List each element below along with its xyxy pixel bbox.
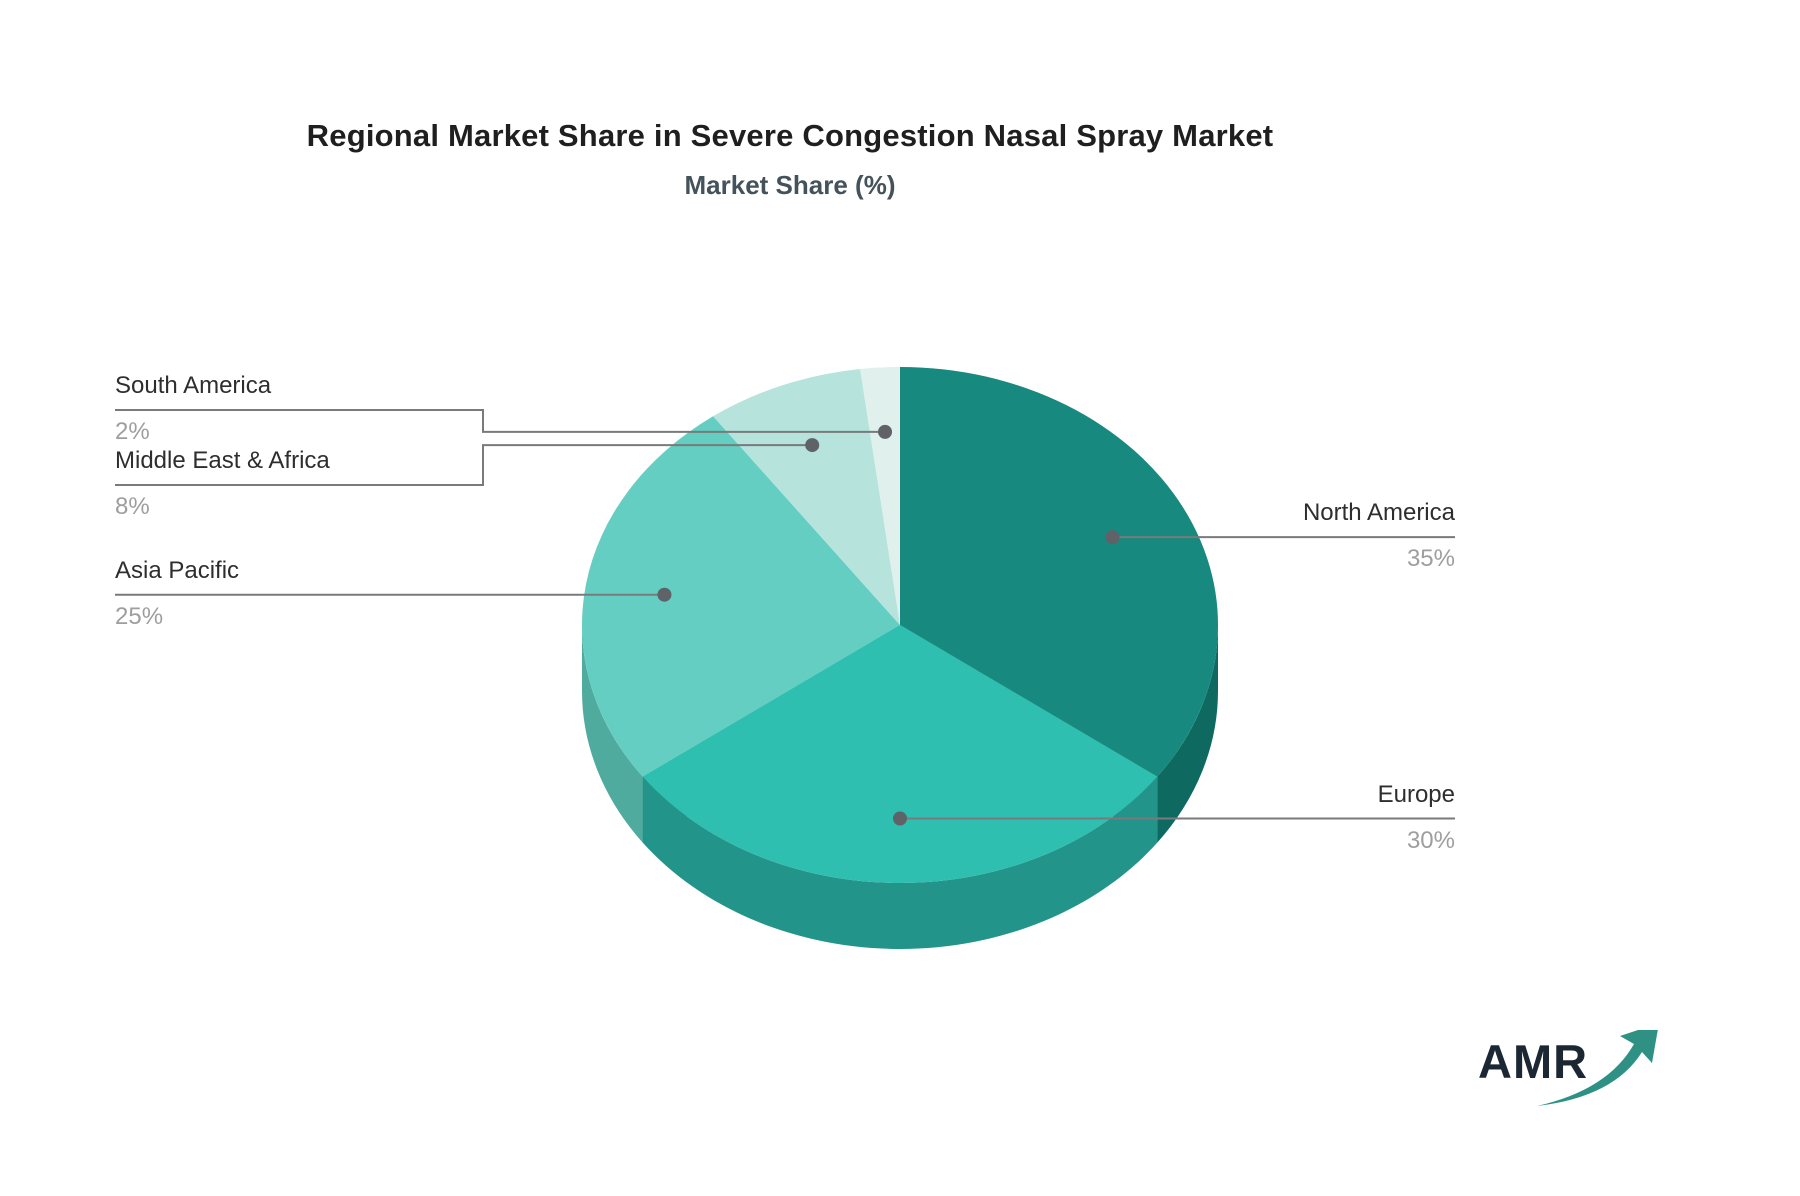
leader-dot-europe — [893, 811, 907, 826]
slice-value-europe: 30% — [1406, 826, 1455, 854]
leader-dot-middle-east-africa — [805, 438, 820, 453]
leader-dot-asia-pacific — [657, 587, 672, 602]
amr-logo-text: AMR — [1478, 1035, 1589, 1088]
slice-value-north-america: 35% — [1406, 545, 1455, 573]
slice-value-middle-east-africa: 8% — [115, 493, 150, 520]
chart-title: Regional Market Share in Severe Congesti… — [306, 118, 1274, 153]
slice-label-europe: Europe — [1377, 780, 1455, 808]
pie-slice-north-america[interactable] — [900, 367, 1219, 777]
pie-slice-asia-pacific-side — [582, 625, 643, 843]
slice-label-north-america: North America — [1302, 499, 1455, 527]
slice-label-south-america: South America — [115, 372, 272, 399]
pie-slice-europe-side — [642, 776, 1158, 949]
slice-value-south-america: 2% — [115, 418, 150, 445]
amr-logo: AMR — [1470, 1030, 1690, 1130]
slice-label-asia-pacific: Asia Pacific — [115, 556, 240, 584]
leader-line-south-america — [115, 409, 886, 433]
leader-line-middle-east-africa — [115, 444, 813, 486]
leader-dot-north-america — [1105, 530, 1120, 545]
pie-slice-middle-east-africa[interactable] — [713, 369, 900, 625]
pie-slice-asia-pacific[interactable] — [581, 416, 900, 777]
growth-arrow-icon — [1537, 1030, 1658, 1106]
slice-value-asia-pacific: 25% — [115, 602, 164, 630]
chart-subtitle: Market Share (%) — [684, 170, 896, 200]
slice-label-middle-east-africa: Middle East & Africa — [115, 447, 330, 474]
leader-dot-south-america — [878, 424, 893, 439]
pie-slice-north-america-side — [1157, 625, 1218, 843]
